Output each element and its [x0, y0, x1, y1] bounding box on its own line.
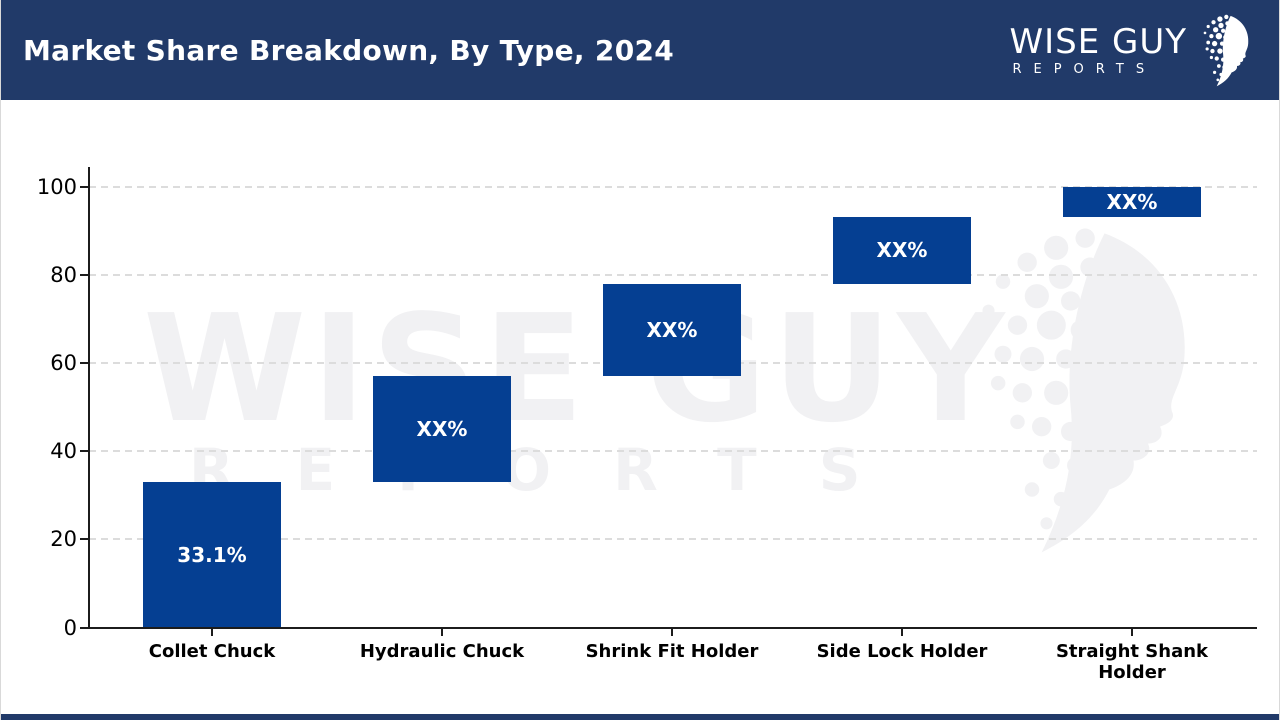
x-tick-mark: [1131, 628, 1133, 636]
page-title: Market Share Breakdown, By Type, 2024: [23, 33, 675, 67]
bar-collet-chuck: 33.1%: [143, 481, 281, 628]
bar-value-label: XX%: [1106, 189, 1158, 214]
watermark-wordmark: WISE GUY: [143, 283, 1010, 455]
x-tick-label: Shrink Fit Holder: [585, 641, 759, 662]
x-tick-mark: [671, 628, 673, 636]
gridline: [89, 185, 1257, 188]
watermark-subtitle: REPORTS: [189, 436, 923, 504]
y-tick-label: 0: [63, 615, 77, 640]
gridline: [89, 538, 1257, 541]
header-bar: Market Share Breakdown, By Type, 2024 WI…: [1, 0, 1279, 100]
bar-value-label: 33.1%: [177, 542, 247, 567]
wise-guy-head-icon: [1203, 14, 1249, 87]
bar-value-label: XX%: [416, 416, 468, 441]
brand-logo: WISE GUY REPORTS: [1009, 11, 1253, 89]
y-tick-mark: [80, 185, 89, 188]
bar-value-label: XX%: [876, 238, 928, 263]
bar-shrink-fit-holder: XX%: [603, 283, 741, 377]
y-tick-label: 20: [50, 527, 77, 552]
footer-bar: [1, 714, 1279, 720]
x-axis-line: [88, 627, 1257, 629]
brand-subtitle: REPORTS: [1012, 61, 1157, 77]
y-tick-label: 40: [50, 439, 77, 464]
x-tick-mark: [441, 628, 443, 636]
y-axis-line: [88, 167, 90, 629]
brand-text: WISE GUY REPORTS: [1009, 25, 1187, 76]
x-tick-label: Side Lock Holder: [816, 641, 988, 662]
gridline: [89, 450, 1257, 453]
x-tick-label: Collet Chuck: [148, 641, 276, 662]
bar-straight-shank-holder: XX%: [1063, 186, 1201, 218]
y-tick-mark: [80, 273, 89, 276]
y-tick-mark: [80, 538, 89, 541]
bar-hydraulic-chuck: XX%: [373, 376, 511, 482]
x-tick-mark: [901, 628, 903, 636]
x-tick-label: Straight Shank Holder: [1055, 641, 1209, 683]
y-tick-mark: [80, 626, 89, 629]
y-tick-label: 100: [36, 174, 77, 199]
x-tick-label: Hydraulic Chuck: [359, 641, 525, 662]
brand-name: WISE GUY: [1009, 21, 1187, 62]
x-tick-mark: [211, 628, 213, 636]
y-tick-label: 60: [50, 350, 77, 375]
y-tick-mark: [80, 361, 89, 364]
gridline: [89, 273, 1257, 276]
y-tick-label: 80: [50, 262, 77, 287]
bar-value-label: XX%: [646, 317, 698, 342]
bar-side-lock-holder: XX%: [833, 217, 971, 284]
y-tick-mark: [80, 450, 89, 453]
